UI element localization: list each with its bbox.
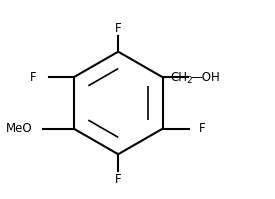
Text: 2: 2 bbox=[186, 76, 192, 85]
Text: F: F bbox=[115, 21, 122, 34]
Text: F: F bbox=[30, 71, 36, 84]
Text: F: F bbox=[115, 173, 122, 186]
Text: F: F bbox=[199, 122, 206, 135]
Text: MeO: MeO bbox=[6, 122, 32, 135]
Text: —OH: —OH bbox=[191, 71, 220, 84]
Text: CH: CH bbox=[171, 71, 188, 84]
